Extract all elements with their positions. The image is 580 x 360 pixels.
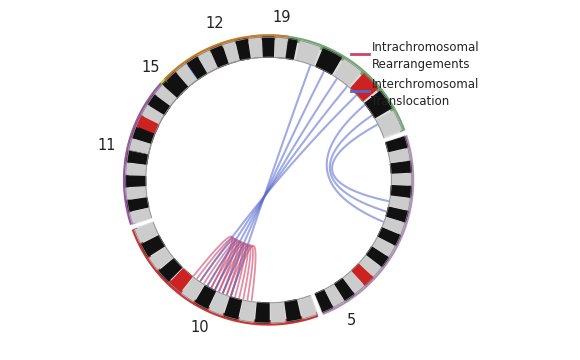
Polygon shape <box>253 37 273 58</box>
Polygon shape <box>129 139 151 154</box>
Polygon shape <box>343 271 364 293</box>
Polygon shape <box>249 37 262 58</box>
Polygon shape <box>390 161 411 173</box>
Polygon shape <box>136 117 158 134</box>
Polygon shape <box>390 186 411 197</box>
Polygon shape <box>285 300 301 321</box>
Polygon shape <box>376 111 402 136</box>
Polygon shape <box>210 46 226 68</box>
Polygon shape <box>240 300 255 322</box>
Polygon shape <box>176 64 197 86</box>
Polygon shape <box>299 296 316 319</box>
Polygon shape <box>127 39 247 165</box>
Polygon shape <box>126 176 146 186</box>
Polygon shape <box>198 50 217 73</box>
Polygon shape <box>360 256 381 276</box>
Polygon shape <box>149 248 173 270</box>
Polygon shape <box>170 269 193 292</box>
Polygon shape <box>378 228 400 245</box>
Polygon shape <box>335 278 354 301</box>
Polygon shape <box>316 48 342 75</box>
Polygon shape <box>154 87 175 107</box>
Polygon shape <box>325 284 344 307</box>
Polygon shape <box>136 116 159 133</box>
Polygon shape <box>236 39 250 60</box>
Polygon shape <box>233 40 246 61</box>
Polygon shape <box>148 95 170 114</box>
Polygon shape <box>187 57 206 79</box>
Polygon shape <box>182 278 204 301</box>
Polygon shape <box>251 37 403 138</box>
Polygon shape <box>211 45 228 68</box>
Polygon shape <box>334 59 361 86</box>
Polygon shape <box>179 63 198 84</box>
Polygon shape <box>386 137 408 152</box>
Polygon shape <box>316 290 333 312</box>
Polygon shape <box>155 85 177 105</box>
Polygon shape <box>275 37 287 58</box>
Polygon shape <box>389 197 410 210</box>
Polygon shape <box>127 151 148 164</box>
Text: Intrachromosomal: Intrachromosomal <box>371 41 479 54</box>
Polygon shape <box>141 107 163 125</box>
Text: 5: 5 <box>347 313 356 328</box>
Polygon shape <box>223 41 239 63</box>
Polygon shape <box>166 37 288 95</box>
Polygon shape <box>135 222 317 323</box>
Polygon shape <box>126 187 147 199</box>
Polygon shape <box>129 208 151 223</box>
Polygon shape <box>166 72 188 94</box>
Polygon shape <box>129 140 151 154</box>
Polygon shape <box>132 127 154 143</box>
Polygon shape <box>351 74 378 101</box>
Polygon shape <box>389 149 410 162</box>
Text: 12: 12 <box>205 16 224 31</box>
Polygon shape <box>271 302 285 323</box>
Polygon shape <box>314 136 411 312</box>
Polygon shape <box>127 198 148 211</box>
Polygon shape <box>367 247 389 266</box>
Polygon shape <box>224 297 242 319</box>
Polygon shape <box>209 292 229 315</box>
Polygon shape <box>159 258 182 282</box>
Polygon shape <box>126 84 177 224</box>
Polygon shape <box>126 163 147 175</box>
Text: 11: 11 <box>97 138 115 153</box>
Polygon shape <box>382 217 405 234</box>
Polygon shape <box>132 128 154 144</box>
Polygon shape <box>296 41 320 66</box>
Polygon shape <box>127 152 148 164</box>
Text: Rearrangements: Rearrangements <box>371 58 470 71</box>
Polygon shape <box>365 91 392 118</box>
Polygon shape <box>221 42 236 64</box>
Polygon shape <box>263 37 274 57</box>
Polygon shape <box>195 285 216 309</box>
Polygon shape <box>199 50 217 73</box>
Polygon shape <box>352 264 373 285</box>
Polygon shape <box>188 56 208 78</box>
Text: Interchromosomal: Interchromosomal <box>371 78 479 91</box>
Polygon shape <box>141 236 165 256</box>
Polygon shape <box>392 174 411 185</box>
Text: 15: 15 <box>141 60 160 75</box>
Polygon shape <box>135 223 158 242</box>
Polygon shape <box>161 78 183 99</box>
Polygon shape <box>386 207 408 222</box>
Text: 19: 19 <box>272 10 291 25</box>
Polygon shape <box>142 105 164 123</box>
Polygon shape <box>147 96 169 116</box>
Polygon shape <box>276 37 297 59</box>
Text: Translocation: Translocation <box>371 95 450 108</box>
Polygon shape <box>256 302 269 323</box>
Polygon shape <box>170 70 190 91</box>
Polygon shape <box>372 238 395 256</box>
Text: 10: 10 <box>190 320 209 335</box>
